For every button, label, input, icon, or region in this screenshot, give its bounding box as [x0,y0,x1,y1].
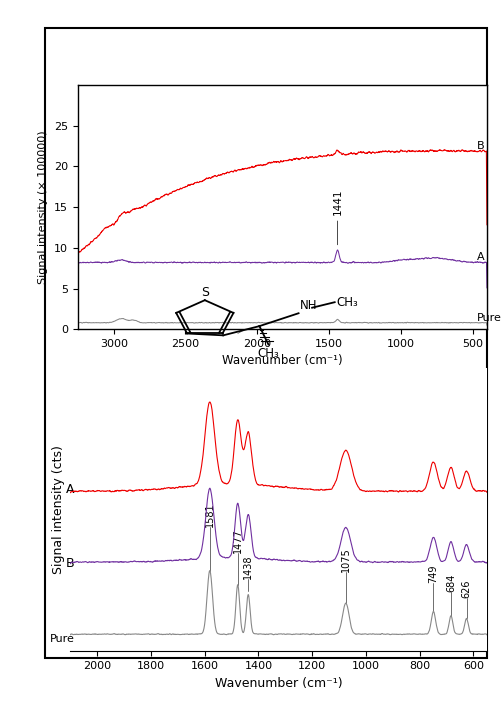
Text: B: B [476,141,483,151]
Text: 1477: 1477 [232,529,242,553]
Text: CH₃: CH₃ [257,348,279,360]
Text: 684: 684 [445,573,455,592]
Text: 1075: 1075 [340,547,350,572]
Text: 1438: 1438 [243,554,253,579]
Text: —: — [235,327,244,336]
Text: B: B [66,557,74,570]
Text: NH: NH [300,299,317,312]
Text: 1441: 1441 [332,189,342,245]
Y-axis label: Signal intensity (× 100000): Signal intensity (× 100000) [39,130,48,284]
Text: S: S [200,286,208,299]
X-axis label: Wavenumber (cm⁻¹): Wavenumber (cm⁻¹) [214,677,342,690]
Text: Pure: Pure [476,313,501,323]
Text: Pure: Pure [49,634,74,644]
Text: CH₃: CH₃ [336,296,357,309]
Text: 626: 626 [460,579,470,598]
Text: A: A [66,483,74,496]
Text: 1581: 1581 [204,502,214,527]
X-axis label: Wavenumber (cm⁻¹): Wavenumber (cm⁻¹) [221,355,342,367]
Text: 749: 749 [427,564,437,583]
Y-axis label: Signal intensity (cts): Signal intensity (cts) [52,445,65,574]
Text: A: A [476,252,483,262]
